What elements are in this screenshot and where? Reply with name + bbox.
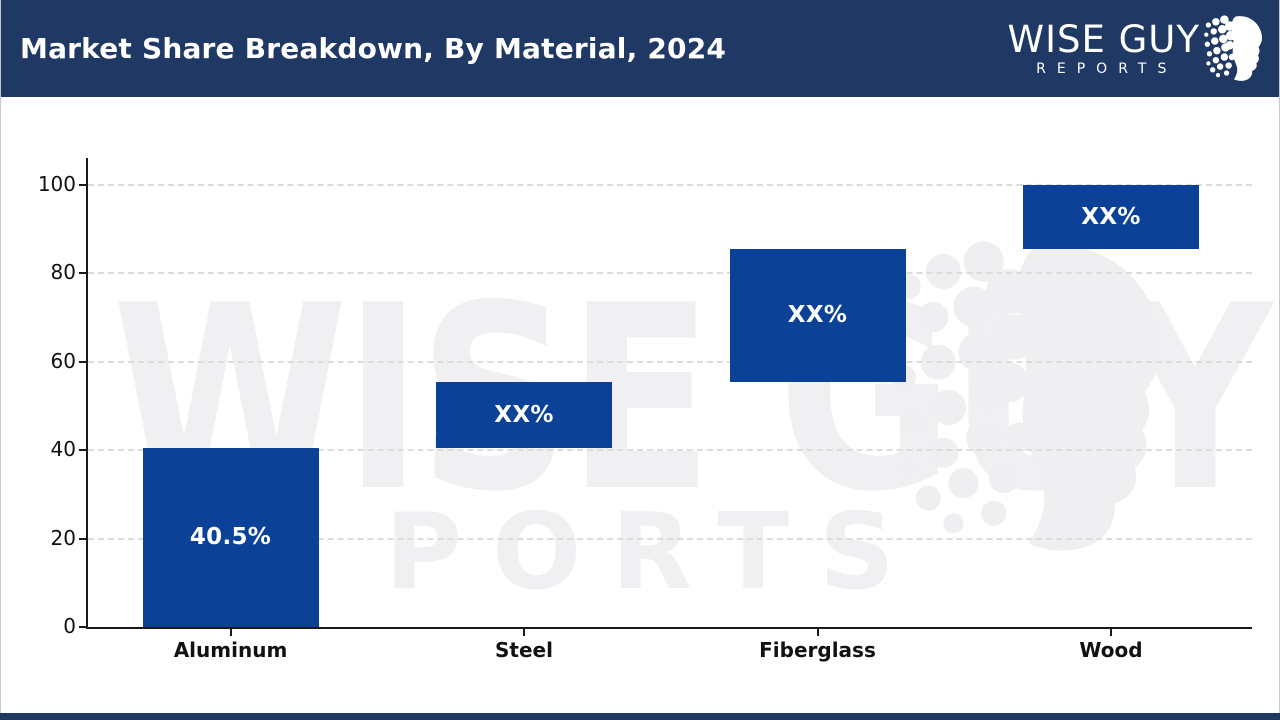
category-label: Wood: [1079, 638, 1143, 662]
ytick-mark: [79, 360, 86, 363]
xtick-mark: [816, 629, 819, 636]
category-label: Fiberglass: [759, 638, 876, 662]
logo-wiseguy-text: WISE GUY: [1007, 17, 1200, 61]
bar-segment: XX%: [1023, 185, 1199, 250]
ytick-label: 20: [50, 525, 76, 550]
bar-value-label: XX%: [1081, 204, 1141, 231]
ytick-mark: [79, 184, 86, 186]
category-label: Steel: [495, 638, 553, 662]
x-axis-spine: [86, 627, 1252, 629]
logo-wordmark: WISE GUY REPORTS: [1008, 21, 1200, 77]
ytick-mark: [79, 272, 86, 275]
header-bar: Market Share Breakdown, By Material, 202…: [0, 0, 1280, 97]
ytick-label: 80: [50, 260, 76, 285]
ytick-label: 60: [50, 348, 76, 373]
y-axis-spine: [86, 158, 88, 627]
gridline: [88, 537, 1252, 540]
gridline: [88, 449, 1252, 452]
bar-segment: 40.5%: [142, 447, 319, 627]
ytick-mark: [79, 537, 86, 540]
ytick-label: 0: [63, 614, 76, 638]
footer-bar: [0, 713, 1280, 720]
gridline: [88, 360, 1252, 363]
bar-segment: XX%: [729, 249, 906, 382]
bar-value-label: 40.5%: [189, 524, 272, 551]
ytick-label: 40: [50, 437, 76, 462]
page-title: Market Share Breakdown, By Material, 202…: [20, 32, 727, 65]
ytick-mark: [79, 626, 86, 628]
gridline: [88, 272, 1252, 275]
watermark-text-secondary: PORTS: [385, 491, 925, 613]
bar-segment: XX%: [436, 381, 612, 448]
ytick-mark: [79, 449, 86, 452]
xtick-mark: [1110, 629, 1112, 636]
logo-reports-text: REPORTS: [1036, 60, 1178, 77]
ytick-label: 100: [37, 172, 76, 196]
gridline: [88, 184, 1252, 186]
category-label: Aluminum: [173, 638, 288, 662]
xtick-mark: [523, 629, 525, 636]
logo-face-icon: [1204, 14, 1263, 81]
frame-border-left: [0, 0, 1, 720]
logo: WISE GUY REPORTS: [1008, 8, 1280, 90]
plot-area: 0 20 40 60 80 100 40.5% Aluminum XX% Steel XX% Fibe…: [0, 97, 1280, 713]
xtick-mark: [229, 629, 232, 636]
bar-value-label: XX%: [787, 302, 848, 329]
bar-value-label: XX%: [494, 401, 554, 428]
